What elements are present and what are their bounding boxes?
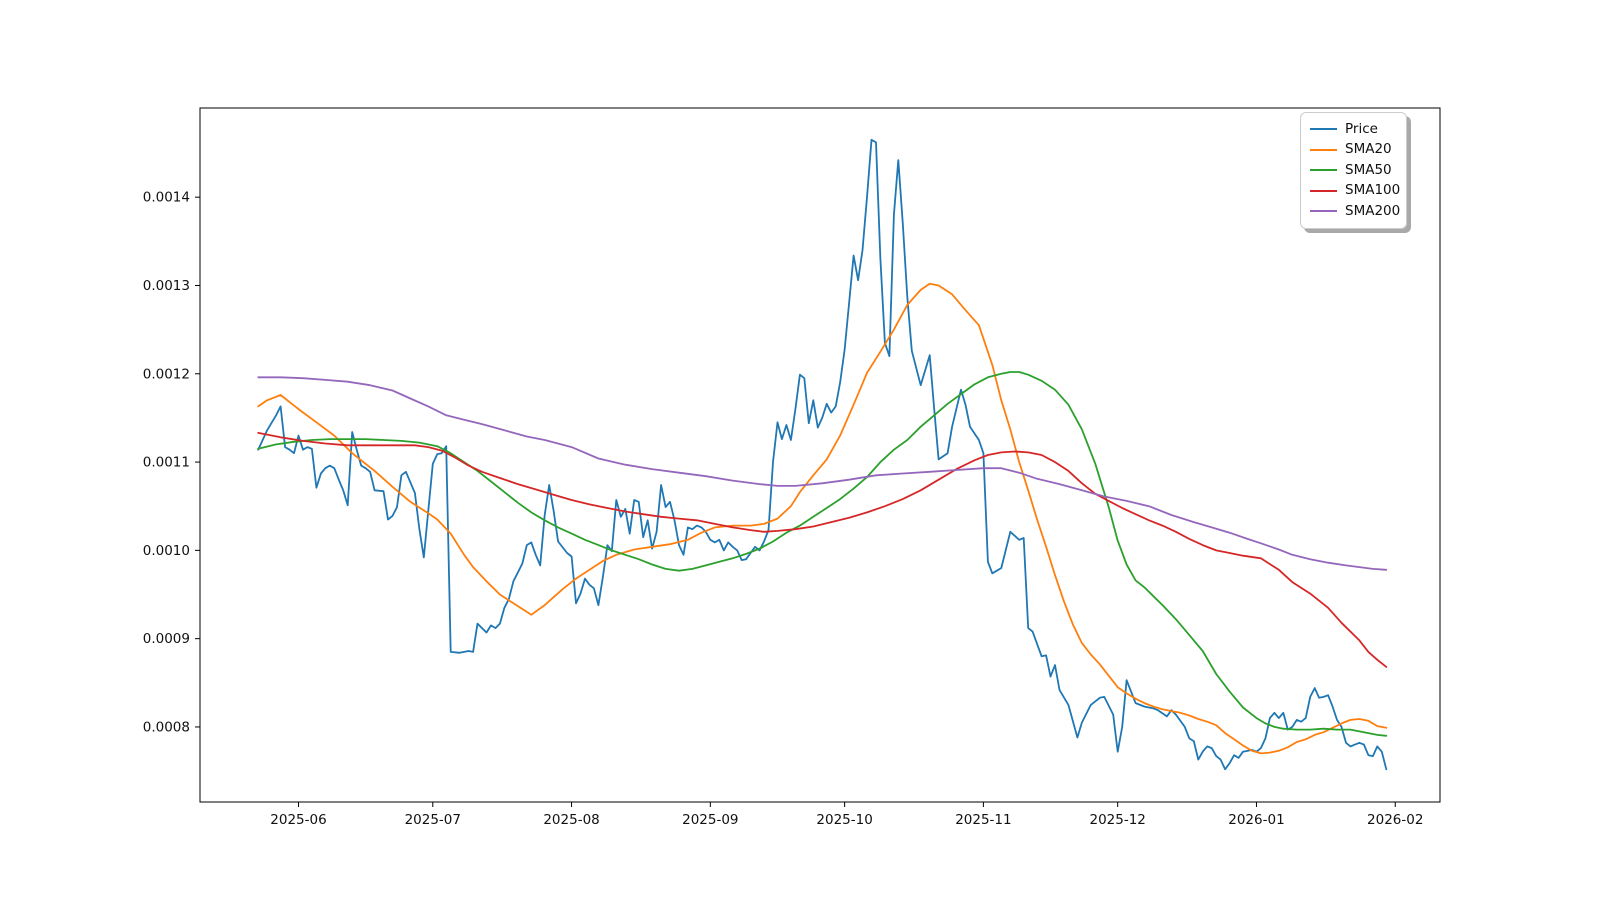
x-tick-label: 2025-12 [1089,812,1145,828]
series-line-sma20 [257,282,1388,755]
series-line-sma100 [257,431,1388,668]
legend-item-sma20: SMA20 [1310,140,1397,161]
y-tick-label: 0.0011 [143,455,190,471]
x-tick-label: 2026-01 [1228,812,1284,828]
legend-swatch-sma100-line-icon [1310,189,1337,192]
plot-border [199,107,1441,803]
legend-label: SMA200 [1345,202,1401,219]
legend-swatch-sma50-line-icon [1310,169,1337,172]
legend-swatch-price-line-icon [1310,128,1337,131]
series-line-sma200 [257,376,1388,571]
y-tick-label: 0.0012 [143,366,190,382]
series-line-sma50 [257,371,1388,737]
legend-label: SMA100 [1345,182,1401,198]
y-tick-label: 0.0010 [143,543,190,559]
x-tick-label: 2025-11 [955,812,1011,828]
y-tick-label: 0.0013 [143,278,190,294]
legend: Price SMA20 SMA50 SMA100 SMA200 [1300,112,1407,229]
x-tick-label: 2025-10 [816,812,872,828]
legend-item-sma100: SMA100 [1310,181,1401,202]
legend-item-sma50: SMA50 [1310,160,1397,181]
series-line-price [257,138,1388,771]
x-tick-label: 2025-08 [543,812,599,828]
x-tick-label: 2026-02 [1367,812,1423,828]
y-tick-label: 0.0014 [143,190,190,206]
legend-swatch-sma200-line-icon [1310,210,1337,213]
x-tick-label: 2025-06 [270,812,326,828]
legend-item-price: Price [1310,119,1397,140]
legend-label: SMA20 [1345,141,1392,157]
x-tick-label: 2025-07 [405,812,461,828]
y-tick-label: 0.0009 [143,631,190,647]
legend-label: SMA50 [1345,161,1392,178]
y-tick-label: 0.0008 [143,719,190,735]
legend-swatch-sma20-line-icon [1310,148,1337,151]
x-tick-label: 2025-09 [682,812,738,828]
legend-item-sma200: SMA200 [1310,201,1401,222]
legend-label: Price [1345,120,1378,137]
